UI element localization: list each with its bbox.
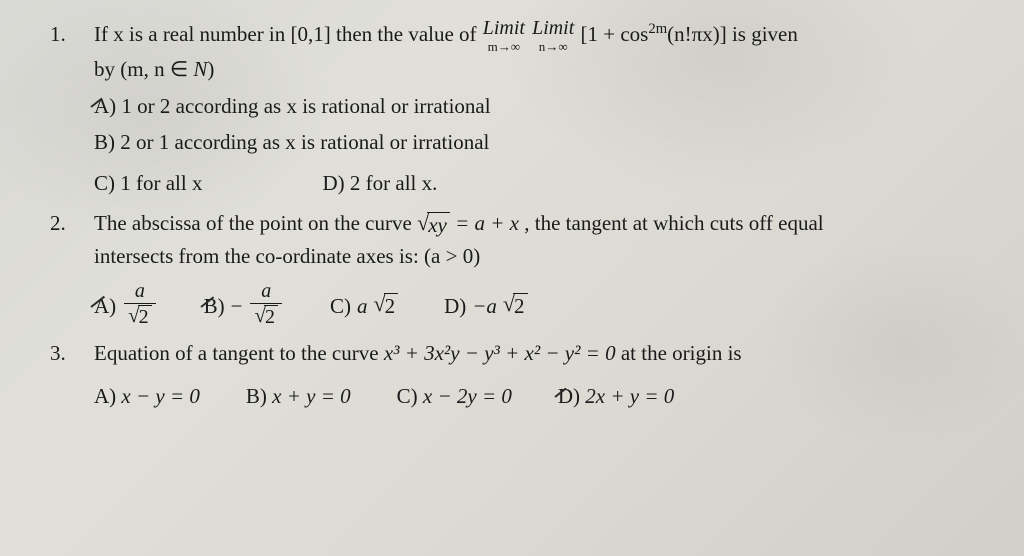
option-text: x − y = 0 (121, 384, 199, 408)
option-label: C) (94, 171, 115, 195)
frac-num: a (250, 282, 281, 304)
frac-den: √2 (250, 304, 281, 329)
option-text: 2 or 1 according as x is rational or irr… (120, 130, 489, 154)
option-label-struck: B) (204, 290, 225, 323)
option-d: D) 2x + y = 0 (558, 380, 674, 413)
stem-text: If x is a real number in [0,1] then the … (94, 22, 482, 46)
expr-exponent: 2m (648, 21, 667, 37)
question-1: 1. If x is a real number in [0,1] then t… (50, 18, 994, 199)
option-label: D) (444, 290, 466, 323)
option-label-struck: D) (558, 380, 580, 413)
option-a: A) 1 or 2 according as x is rational or … (94, 90, 994, 123)
limit-label: Limit (483, 19, 525, 39)
option-label: B) (246, 384, 267, 408)
limit-sub: n→∞ (532, 40, 574, 53)
options-row-cd: C) 1 for all x D) 2 for all x. (94, 167, 994, 200)
stem-text: at the origin is (621, 341, 742, 365)
sqrt: √2 (128, 305, 151, 329)
stem-text: intersects from the co-ordinate axes is:… (94, 244, 480, 268)
option-a: A) a √2 (94, 282, 158, 329)
sqrt-arg: 2 (384, 293, 399, 318)
stem-line2: intersects from the co-ordinate axes is:… (94, 240, 994, 273)
option-c: C) a √2 (330, 290, 398, 323)
option-label-struck: A) (94, 290, 116, 323)
stem-text: by (m, n ∈ (94, 57, 193, 81)
question-body: If x is a real number in [0,1] then the … (94, 18, 994, 199)
sqrt-arg: 2 (264, 305, 278, 329)
question-number: 3. (50, 337, 94, 412)
option-label: C) (330, 290, 351, 323)
stem-line2: by (m, n ∈ N) (94, 53, 994, 86)
polynomial: x³ + 3x²y − y³ + x² − y² = 0 (384, 341, 616, 365)
sqrt-arg: xy (427, 212, 450, 237)
option-text: 2x + y = 0 (585, 384, 674, 408)
option-label: B) (94, 130, 115, 154)
question-body: The abscissa of the point on the curve √… (94, 207, 994, 329)
coef: a (357, 290, 368, 323)
option-label: D) (322, 171, 344, 195)
sqrt-arg: 2 (138, 305, 152, 329)
option-d: D) −a √2 (444, 290, 527, 323)
option-label-struck: A) (94, 90, 116, 123)
stem-text: , the tangent at which cuts off equal (524, 211, 823, 235)
option-text: x − 2y = 0 (423, 384, 512, 408)
sqrt-arg: 2 (513, 293, 528, 318)
limit-n: Limit n→∞ (532, 19, 574, 53)
limit-label: Limit (532, 19, 574, 39)
set-n: N (193, 57, 207, 81)
expr-open: [1 + cos (581, 22, 649, 46)
limit-sub: m→∞ (483, 40, 525, 53)
sqrt: √2 (503, 293, 528, 318)
option-text: x + y = 0 (272, 384, 350, 408)
minus-sign: − (231, 290, 243, 323)
coef: −a (472, 290, 497, 323)
question-2: 2. The abscissa of the point on the curv… (50, 207, 994, 329)
sqrt-xy: √ xy (417, 212, 450, 237)
option-c: C) x − 2y = 0 (397, 380, 512, 413)
option-label: C) (397, 384, 418, 408)
option-text: 2 for all x. (350, 171, 437, 195)
option-b: B) 2 or 1 according as x is rational or … (94, 126, 994, 159)
sqrt: √2 (373, 293, 398, 318)
expr-close: (n!πx)] (667, 22, 727, 46)
option-text: 1 for all x (120, 171, 202, 195)
stem-text: ) (207, 57, 214, 81)
question-stem: The abscissa of the point on the curve √… (94, 207, 994, 240)
frac-den: √2 (124, 304, 155, 329)
option-a: A) x − y = 0 (94, 380, 200, 413)
question-body: Equation of a tangent to the curve x³ + … (94, 337, 994, 412)
question-stem: If x is a real number in [0,1] then the … (94, 18, 994, 53)
sqrt: √2 (254, 305, 277, 329)
options: A) 1 or 2 according as x is rational or … (94, 90, 994, 200)
option-text: 1 or 2 according as x is rational or irr… (121, 94, 490, 118)
question-number: 2. (50, 207, 94, 329)
option-c: C) 1 for all x (94, 167, 202, 200)
option-b: B) − a √2 (204, 282, 284, 329)
options: A) a √2 B) − a √2 (94, 282, 994, 329)
limit-m: Limit m→∞ (483, 19, 525, 53)
stem-text: is given (732, 22, 798, 46)
stem-eq: = a + x (455, 211, 519, 235)
option-b: B) x + y = 0 (246, 380, 351, 413)
question-number: 1. (50, 18, 94, 199)
fraction: a √2 (124, 282, 155, 329)
options: A) x − y = 0 B) x + y = 0 C) x − 2y = 0 … (94, 380, 994, 413)
question-3: 3. Equation of a tangent to the curve x³… (50, 337, 994, 412)
stem-text: Equation of a tangent to the curve (94, 341, 384, 365)
fraction: a √2 (250, 282, 281, 329)
stem-text: The abscissa of the point on the curve (94, 211, 417, 235)
frac-num: a (124, 282, 155, 304)
exam-page: 1. If x is a real number in [0,1] then t… (0, 0, 1024, 428)
question-stem: Equation of a tangent to the curve x³ + … (94, 337, 994, 370)
option-d: D) 2 for all x. (322, 167, 437, 200)
option-label: A) (94, 384, 116, 408)
